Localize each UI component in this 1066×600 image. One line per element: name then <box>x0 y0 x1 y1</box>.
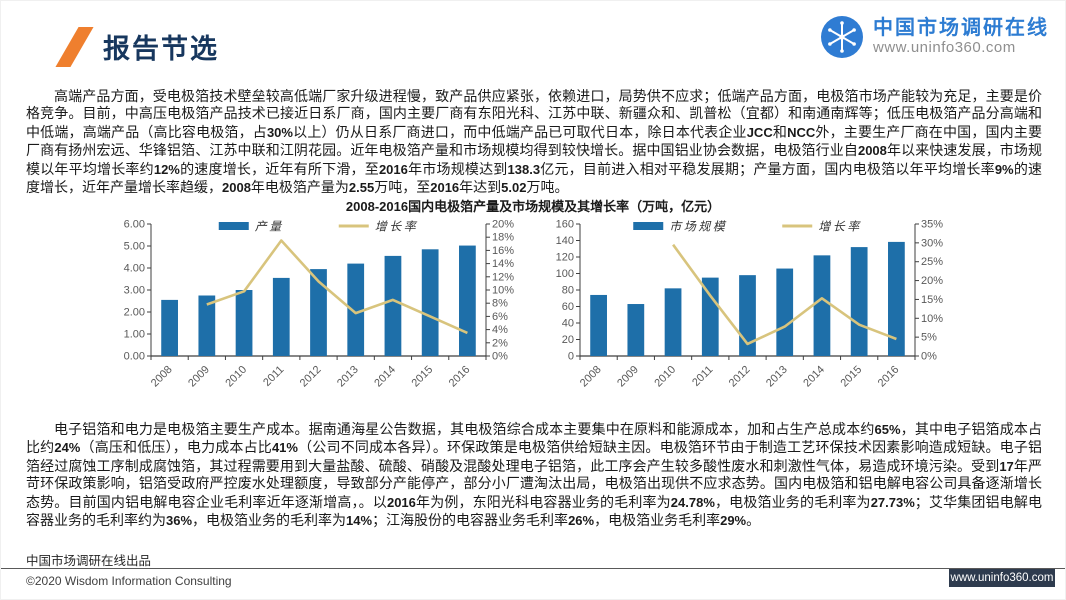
svg-text:0%: 0% <box>921 351 937 363</box>
orange-slash-icon <box>55 27 94 67</box>
svg-text:2012: 2012 <box>727 364 753 390</box>
svg-text:增长率: 增长率 <box>375 220 419 234</box>
svg-text:2016: 2016 <box>447 364 473 390</box>
svg-text:20%: 20% <box>921 275 943 287</box>
svg-text:120: 120 <box>556 252 574 264</box>
svg-text:0%: 0% <box>492 351 508 363</box>
svg-text:2015: 2015 <box>838 364 864 390</box>
charts-row: 0.00 1.00 2.00 3.00 4.00 5.00 6.00 0% 2% 4% 6% 8% 10… <box>1 214 1065 398</box>
svg-text:60: 60 <box>562 301 574 313</box>
svg-text:2015: 2015 <box>409 364 435 390</box>
footer-divider <box>1 568 1065 569</box>
chart-title: 2008-2016国内电极箔产量及市场规模及其增长率（万吨，亿元） <box>345 199 721 214</box>
svg-text:4%: 4% <box>492 324 508 336</box>
svg-text:2013: 2013 <box>335 364 361 390</box>
svg-text:5%: 5% <box>921 332 937 344</box>
svg-text:2009: 2009 <box>186 364 212 390</box>
svg-text:20%: 20% <box>492 219 514 231</box>
body-paragraph-1: 高端产品方面，受电极箔技术壁垒较高低端厂家升级进程慢，致产品供应紧张，依赖进口，… <box>26 90 1043 197</box>
svg-text:18%: 18% <box>492 232 514 244</box>
body-paragraph-2: 电子铝箔和电力是电极箔主要生产成本。据南通海星公告数据，其电极箔综合成本主要集中… <box>26 422 1043 530</box>
svg-text:140: 140 <box>556 235 574 247</box>
svg-text:2016: 2016 <box>876 364 902 390</box>
svg-text:6.00: 6.00 <box>124 219 145 231</box>
svg-text:2014: 2014 <box>372 364 398 390</box>
svg-text:3.00: 3.00 <box>124 285 145 297</box>
brand-name: 中国市场调研在线 <box>873 17 1049 40</box>
svg-text:2009: 2009 <box>615 364 641 390</box>
svg-text:2010: 2010 <box>223 364 249 390</box>
footer-url-badge[interactable]: www.uninfo360.com <box>949 569 1055 587</box>
svg-text:30%: 30% <box>921 237 943 249</box>
svg-text:35%: 35% <box>921 219 943 231</box>
svg-text:2012: 2012 <box>298 364 324 390</box>
svg-text:1.00: 1.00 <box>124 329 145 341</box>
footer-credit: 中国市场调研在线出品 <box>26 554 152 568</box>
svg-text:8%: 8% <box>492 298 508 310</box>
svg-text:20: 20 <box>562 334 574 346</box>
svg-text:2011: 2011 <box>261 364 286 389</box>
svg-text:增长率: 增长率 <box>818 220 862 234</box>
svg-text:80: 80 <box>562 285 574 297</box>
svg-text:25%: 25% <box>921 256 943 268</box>
svg-text:2010: 2010 <box>652 364 678 390</box>
svg-text:160: 160 <box>556 219 574 231</box>
svg-text:40: 40 <box>562 318 574 330</box>
brand-logo: 中国市场调研在线 www.uninfo360.com <box>821 16 1049 58</box>
svg-text:5.00: 5.00 <box>124 241 145 253</box>
svg-text:6%: 6% <box>492 311 508 323</box>
svg-text:10%: 10% <box>492 285 514 297</box>
svg-text:2%: 2% <box>492 337 508 349</box>
svg-text:14%: 14% <box>492 258 514 270</box>
svg-text:2013: 2013 <box>764 364 790 390</box>
market-size-chart: 0 20 40 60 80 100 120 140 160 0% 5% 10% 15% 20% 25% 30%… <box>540 214 955 398</box>
production-chart: 0.00 1.00 2.00 3.00 4.00 5.00 6.00 0% 2% 4% 6% 8% 10… <box>111 214 526 398</box>
svg-text:2014: 2014 <box>801 364 827 390</box>
svg-text:2008: 2008 <box>149 364 175 390</box>
svg-text:12%: 12% <box>492 271 514 283</box>
svg-text:2008: 2008 <box>578 364 604 390</box>
svg-text:0: 0 <box>568 351 574 363</box>
svg-text:2.00: 2.00 <box>124 307 145 319</box>
brand-url: www.uninfo360.com <box>873 38 1016 56</box>
svg-text:4.00: 4.00 <box>124 263 145 275</box>
svg-text:16%: 16% <box>492 245 514 257</box>
snowflake-icon <box>821 16 863 58</box>
footer-copyright: ©2020 Wisdom Information Consulting <box>26 574 232 588</box>
page-title: 报告节选 <box>103 34 219 64</box>
svg-text:产量: 产量 <box>255 220 284 234</box>
svg-text:市场规模: 市场规模 <box>669 220 727 234</box>
svg-text:10%: 10% <box>921 313 943 325</box>
svg-text:100: 100 <box>556 268 574 280</box>
svg-text:0.00: 0.00 <box>124 351 145 363</box>
svg-text:2011: 2011 <box>690 364 715 389</box>
svg-text:15%: 15% <box>921 294 943 306</box>
